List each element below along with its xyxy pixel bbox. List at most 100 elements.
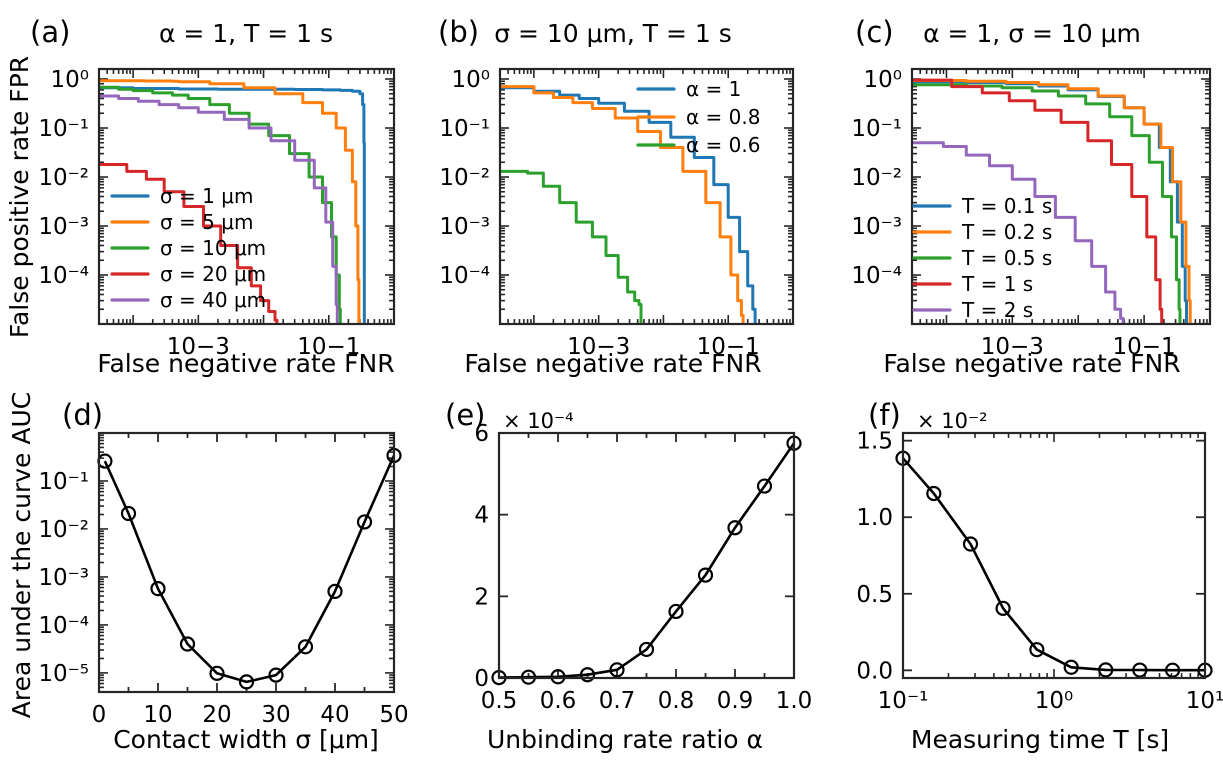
series-line-2: [500, 169, 643, 324]
axes-frame: [97, 431, 396, 694]
x-tick-label: 20: [202, 702, 231, 728]
y-tick-label: 10⁻¹: [38, 469, 89, 495]
data-marker: [579, 667, 596, 683]
data-marker: [268, 667, 284, 683]
data-marker: [327, 583, 343, 599]
y-tick-label: 10⁻⁴: [38, 613, 89, 639]
x-tick-label: 50: [379, 702, 408, 728]
panel-f-letter: (f): [868, 398, 901, 432]
x-tick-label: 0.9: [717, 688, 754, 714]
x-tick-label: 30: [261, 702, 290, 728]
data-marker: [1164, 662, 1181, 678]
x-tick-label: 0.6: [540, 688, 577, 714]
axes-frame: [498, 67, 795, 326]
legend-label-1: α = 0.8: [686, 105, 760, 129]
y-tick-label: 4: [474, 503, 489, 529]
data-marker: [995, 600, 1011, 616]
data-marker: [356, 514, 373, 530]
panel-e-svg: (e) × 10⁻⁴ Unbinding rate ratio α 0 2 4 6 0.…: [445, 398, 812, 754]
panel-b-title: σ = 10 μm, T = 1 s: [494, 19, 732, 48]
series-line-1: [99, 79, 361, 324]
y-tick-label: 10⁰: [51, 67, 90, 93]
y-tick-label: 10⁻⁴: [851, 263, 902, 289]
y-tick-label: 10⁻³: [439, 214, 490, 240]
panel-c-letter: (c): [855, 15, 894, 49]
data-marker: [1063, 659, 1079, 675]
legend: α = 1 α = 0.8 α = 0.6: [636, 77, 760, 157]
panel-a-xlabel: False negative rate FNR: [97, 349, 394, 378]
panel-a-svg: (a) α = 1, T = 1 s False positive rate F…: [5, 15, 396, 378]
data-marker: [609, 662, 625, 678]
x-tick-label: 10⁰: [1035, 688, 1074, 714]
panel-e: (e) × 10⁻⁴ Unbinding rate ratio α 0 2 4 6 0.…: [410, 380, 812, 761]
x-tick-label: 10−1: [1113, 334, 1176, 360]
data-marker: [238, 674, 255, 690]
panel-d-letter: (d): [62, 398, 103, 432]
x-tick-label: 10−3: [167, 334, 230, 360]
legend-label-3: T = 1 s: [961, 272, 1033, 296]
legend-label-3: σ = 20 μm: [160, 262, 266, 286]
axes-frame: [901, 431, 1207, 680]
panel-c-title: α = 1, σ = 10 μm: [923, 19, 1141, 48]
y-tick-label: 2: [474, 584, 489, 610]
legend-label-0: σ = 1 μm: [160, 184, 253, 208]
y-tick-label: 10⁻⁴: [38, 263, 89, 289]
series-line-4: [99, 94, 339, 324]
data-marker: [727, 520, 743, 536]
panel-c: (c) α = 1, σ = 10 μm False negative rate…: [800, 0, 1223, 380]
curves: [500, 85, 757, 324]
panel-d-ylabel: Area under the curve AUC: [7, 392, 36, 718]
panel-f-plot-area: 0.0 0.5 1.0 1.5 10⁻¹ 10⁰ 10¹: [856, 429, 1223, 714]
y-tick-label: 10⁻²: [439, 165, 490, 191]
panel-f-offset: × 10⁻²: [917, 409, 988, 433]
legend-label-4: σ = 40 μm: [160, 288, 266, 312]
x-tick-label: 0.5: [481, 688, 518, 714]
y-tick-label: 10⁻¹: [439, 116, 490, 142]
y-tick-label: 10⁻¹: [851, 116, 902, 142]
panel-c-svg: (c) α = 1, σ = 10 μm False negative rate…: [851, 15, 1212, 378]
legend: σ = 1 μmσ = 5 μmσ = 10 μmσ = 20 μmσ = 40…: [110, 184, 266, 312]
panel-d-plot-area: 10⁻¹ 10⁻² 10⁻³ 10⁻⁴ 10⁻⁵0 10 20 30 40 50: [38, 431, 409, 728]
data-line: [103, 454, 396, 684]
x-tick-label: 10−3: [981, 334, 1044, 360]
legend-label-1: σ = 5 μm: [160, 210, 253, 234]
data-marker: [1132, 662, 1148, 678]
data-marker: [926, 485, 942, 502]
series-line-3: [912, 78, 1164, 324]
panel-a-plot-area: 10⁰ 10⁻¹ 10⁻² 10⁻³ 10⁻⁴ 10−3 10−1 σ = 1 μmσ = 5…: [38, 67, 396, 360]
legend-label-1: T = 0.2 s: [961, 220, 1052, 244]
series-line-1: [500, 85, 745, 324]
series-line-0: [99, 86, 366, 324]
panel-b: (b) σ = 10 μm, T = 1 s False negative ra…: [410, 0, 810, 380]
y-tick-label: 1.5: [856, 429, 893, 455]
panel-c-xlabel: False negative rate FNR: [883, 349, 1180, 378]
panel-d-xlabel: Contact width σ [μm]: [113, 725, 379, 754]
x-tick-label: 10−1: [297, 334, 360, 360]
panel-a: (a) α = 1, T = 1 s False positive rate F…: [0, 0, 420, 380]
panel-f: (f) × 10⁻² Measuring time T [s] 0.0 0.5 1.…: [800, 380, 1223, 761]
y-tick-label: 10⁻⁴: [439, 263, 490, 289]
panel-e-offset: × 10⁻⁴: [503, 409, 574, 433]
data-marker: [297, 639, 314, 655]
x-tick-label: 0: [92, 702, 107, 728]
data-marker: [668, 603, 684, 620]
panel-e-letter: (e): [445, 398, 485, 432]
series-line-2: [912, 83, 1182, 324]
axes-frame: [910, 67, 1212, 326]
legend-label-2: α = 0.6: [686, 133, 760, 157]
panel-d: (d) Area under the curve AUC Contact wid…: [0, 380, 420, 761]
x-tick-label: 10−1: [697, 334, 760, 360]
panel-b-svg: (b) σ = 10 μm, T = 1 s False negative ra…: [438, 15, 795, 378]
y-tick-label: 0: [474, 666, 489, 692]
panel-a-ylabel: False positive rate FPR: [5, 56, 34, 338]
axes-frame: [97, 67, 396, 326]
axes-frame: [497, 431, 796, 680]
legend-label-0: α = 1: [686, 77, 741, 101]
data-marker: [179, 636, 196, 652]
x-tick-label: 10: [143, 702, 172, 728]
data-marker: [962, 536, 979, 552]
x-tick-label: 10¹: [1186, 688, 1223, 714]
data-line: [902, 457, 1205, 672]
